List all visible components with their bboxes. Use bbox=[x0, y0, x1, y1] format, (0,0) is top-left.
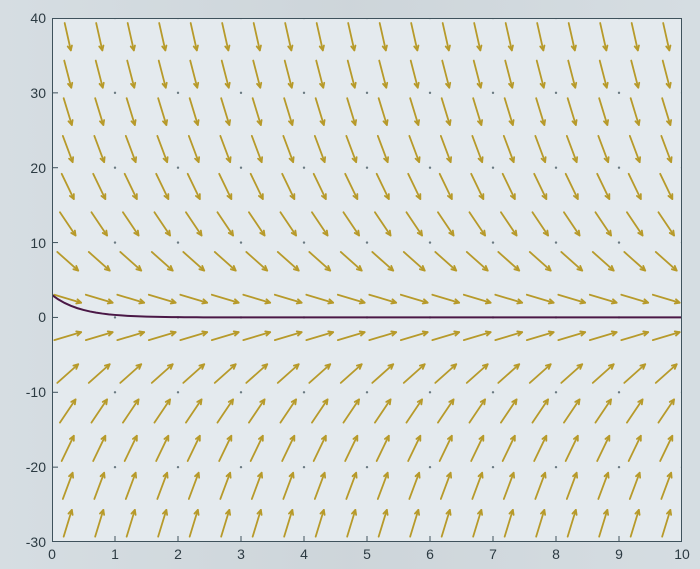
y-tick-label: 0 bbox=[38, 309, 46, 325]
y-tick-label: 30 bbox=[30, 85, 46, 101]
x-tick-label: 6 bbox=[422, 546, 438, 562]
x-tick-label: 5 bbox=[359, 546, 375, 562]
figure-window: 0 1 2 3 4 5 6 7 8 9 10 -30 -20 -10 0 10 20 30 40 bbox=[0, 0, 700, 569]
x-tick-label: 9 bbox=[611, 546, 627, 562]
y-tick-label: -30 bbox=[26, 534, 46, 550]
x-tick-label: 7 bbox=[485, 546, 501, 562]
x-tick-label: 10 bbox=[674, 546, 690, 562]
x-tick-label: 1 bbox=[107, 546, 123, 562]
x-tick-label: 0 bbox=[44, 546, 60, 562]
plot-area bbox=[52, 18, 682, 542]
y-tick-label: -10 bbox=[26, 384, 46, 400]
x-tick-label: 3 bbox=[233, 546, 249, 562]
chart-canvas bbox=[52, 18, 682, 542]
x-tick-label: 4 bbox=[296, 546, 312, 562]
y-tick-label: -20 bbox=[26, 459, 46, 475]
x-tick-label: 8 bbox=[548, 546, 564, 562]
solution-curve bbox=[52, 295, 682, 317]
y-tick-label: 40 bbox=[30, 10, 46, 26]
direction-field bbox=[54, 23, 679, 537]
y-tick-label: 10 bbox=[30, 235, 46, 251]
y-tick-label: 20 bbox=[30, 160, 46, 176]
x-tick-label: 2 bbox=[170, 546, 186, 562]
